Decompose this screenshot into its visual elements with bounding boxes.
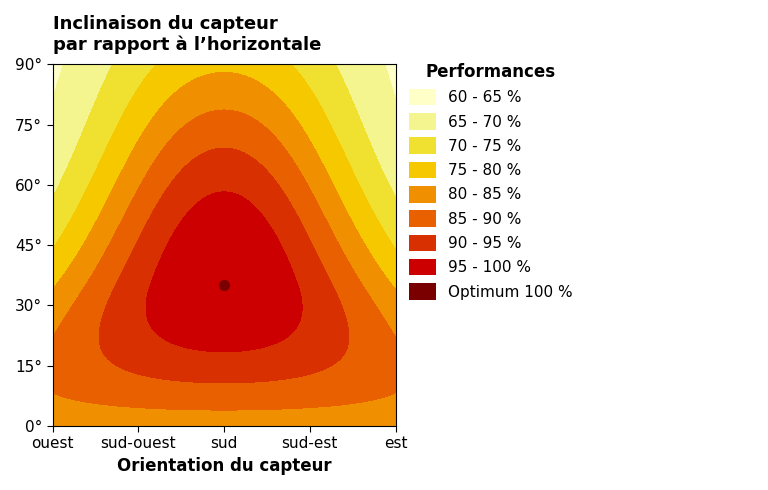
X-axis label: Orientation du capteur: Orientation du capteur — [117, 457, 331, 475]
Legend: 60 - 65 %, 65 - 70 %, 70 - 75 %, 75 - 80 %, 80 - 85 %, 85 - 90 %, 90 - 95 %, 95 : 60 - 65 %, 65 - 70 %, 70 - 75 %, 75 - 80… — [402, 57, 579, 306]
Text: Inclinaison du capteur
par rapport à l’horizontale: Inclinaison du capteur par rapport à l’h… — [52, 15, 321, 54]
